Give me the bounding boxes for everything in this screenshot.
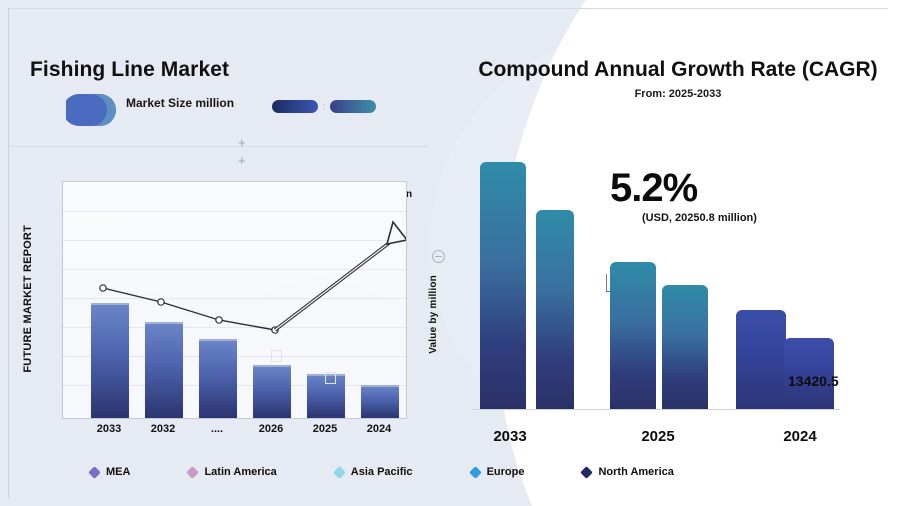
left-chart-bar xyxy=(307,374,345,418)
ghost-icon-a xyxy=(271,350,282,362)
right-chart-bar xyxy=(480,162,526,410)
legend-marker-icon xyxy=(88,465,101,479)
cagr-note: (USD, 20250.8 million) xyxy=(642,212,757,224)
legend-label: North America xyxy=(598,466,674,478)
plus-icon-1: + xyxy=(238,135,246,150)
ghost-icon-b xyxy=(325,372,336,384)
legend-label: MEA xyxy=(106,466,131,478)
x-axis-label: 2032 xyxy=(150,423,176,435)
right-chart-data-label: 13420.5 xyxy=(788,373,839,389)
left-axis-title: FUTURE MARKET REPORT xyxy=(22,225,34,373)
x-axis-label: 2033 xyxy=(493,428,527,445)
decorative-plus-marks: + + xyxy=(238,135,246,168)
left-chart-overlay-line xyxy=(99,220,406,334)
brand-logo-icon xyxy=(66,94,116,126)
legend-label: Asia Pacific xyxy=(350,466,413,478)
left-chart-bar xyxy=(91,303,129,418)
right-chart-bar xyxy=(662,285,708,410)
plus-icon-2: + xyxy=(238,153,246,168)
right-chart-bar xyxy=(536,210,574,410)
cagr-subtitle: From: 2025-2033 xyxy=(634,88,722,100)
legend-chip-primary xyxy=(272,100,318,113)
gridline xyxy=(63,240,406,241)
gridline xyxy=(63,298,406,299)
right-chart-baseline xyxy=(472,409,840,410)
x-axis-label: 2026 xyxy=(258,423,284,435)
left-chart-bar xyxy=(253,365,291,418)
circle-minus-icon xyxy=(432,250,445,263)
legend-item-latin-america[interactable]: Latin America xyxy=(186,465,277,479)
left-chart-bar xyxy=(361,385,399,418)
legend-marker-icon xyxy=(332,465,346,479)
right-bar-chart xyxy=(470,155,860,420)
x-axis-label: 2024 xyxy=(783,428,817,445)
right-chart-x-axis-labels: 2033 2025 2024 xyxy=(470,428,860,448)
gridline xyxy=(63,211,406,212)
right-chart-bar xyxy=(610,262,656,410)
right-axis-title: Value by million xyxy=(428,275,439,354)
right-chart-bar xyxy=(736,310,786,410)
left-chart-x-axis-labels: 2033 2032.... 2026 2025 2024 xyxy=(62,423,407,441)
x-axis-label: 2025 xyxy=(641,428,675,445)
legend-item-north-america[interactable]: North America xyxy=(580,465,674,479)
logo-label: Market Size million xyxy=(126,96,235,110)
legend-chip-secondary xyxy=(330,100,377,113)
left-chart-bar xyxy=(199,339,237,418)
chart-legend: MEA Latin America Asia Pacific Europe North … xyxy=(88,465,674,479)
x-axis-label: 2033 xyxy=(96,423,122,435)
gridline xyxy=(63,269,406,270)
left-chart-bar xyxy=(145,322,183,418)
cagr-title: Compound Annual Growth Rate (CAGR) xyxy=(478,58,878,81)
legend-marker-icon xyxy=(186,465,200,479)
legend-item-asia-pacific[interactable]: Asia Pacific xyxy=(332,465,413,479)
header-divider xyxy=(8,146,428,147)
cagr-value: 5.2% xyxy=(610,166,698,210)
x-axis-label: 2025 xyxy=(312,423,338,435)
page-title: Fishing Line Market xyxy=(30,58,230,81)
legend-chip-separator: : xyxy=(323,102,326,111)
left-bar-chart xyxy=(62,181,407,419)
legend-marker-icon xyxy=(468,465,482,479)
legend-chip-row: : xyxy=(272,100,377,113)
legend-label: Europe xyxy=(486,466,525,478)
legend-item-europe[interactable]: Europe xyxy=(468,465,525,479)
x-axis-label: 2024 xyxy=(366,423,392,435)
legend-marker-icon xyxy=(580,465,594,479)
legend-item-mea[interactable]: MEA xyxy=(88,465,131,479)
legend-label: Latin America xyxy=(204,466,277,478)
x-axis-label: .... xyxy=(210,423,224,435)
gridline xyxy=(63,327,406,328)
right-chart-bar xyxy=(784,338,834,410)
